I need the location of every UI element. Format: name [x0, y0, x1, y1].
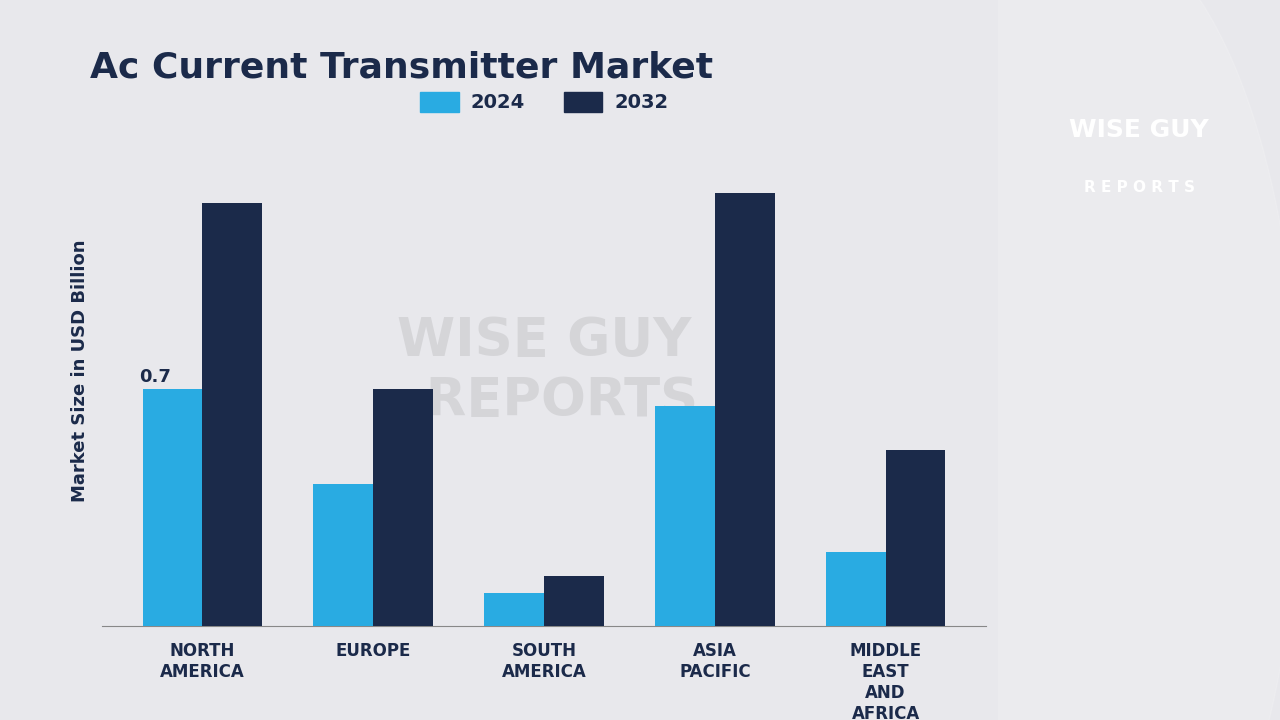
Bar — [484, 593, 544, 626]
Text: WISE GUY
  REPORTS: WISE GUY REPORTS — [389, 315, 699, 427]
Bar — [655, 406, 714, 626]
Bar — [886, 451, 946, 626]
Text: Ac Current Transmitter Market: Ac Current Transmitter Market — [90, 50, 713, 84]
Bar — [714, 193, 774, 626]
Bar — [202, 203, 262, 626]
Text: 0.7: 0.7 — [140, 368, 172, 386]
Bar — [374, 390, 433, 626]
Legend: 2024, 2032: 2024, 2032 — [412, 84, 676, 120]
Circle shape — [895, 0, 1280, 720]
Text: R E P O R T S: R E P O R T S — [1084, 180, 1194, 194]
Bar — [826, 552, 886, 626]
Bar — [142, 390, 202, 626]
Text: WISE GUY: WISE GUY — [1069, 117, 1210, 142]
Bar — [544, 575, 604, 626]
Bar — [314, 485, 374, 626]
Y-axis label: Market Size in USD Billion: Market Size in USD Billion — [70, 240, 88, 502]
